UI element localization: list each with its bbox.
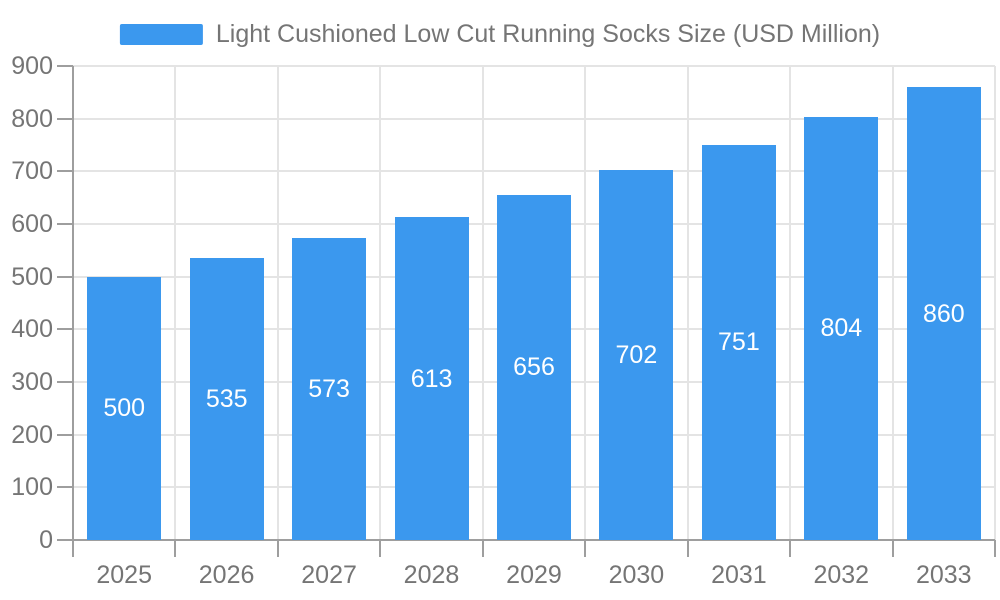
x-gridline (686, 66, 689, 540)
legend-label: Light Cushioned Low Cut Running Socks Si… (215, 20, 881, 48)
x-axis-tick (994, 540, 996, 557)
y-axis-label: 800 (11, 104, 53, 133)
x-gridline (994, 66, 996, 540)
x-axis-tick (584, 540, 587, 557)
x-gridline (891, 66, 894, 540)
x-axis-line (57, 539, 995, 541)
chart-legend[interactable]: Light Cushioned Low Cut Running Socks Si… (119, 20, 881, 49)
bar-2030[interactable]: 702 (599, 170, 674, 540)
bar-value-label: 804 (820, 314, 863, 343)
y-gridline (73, 117, 995, 120)
y-axis-label: 0 (39, 526, 53, 554)
bar-value-label: 500 (103, 394, 146, 423)
x-axis-label-2029: 2029 (506, 561, 562, 589)
bar-2033[interactable]: 860 (906, 87, 981, 540)
y-axis-tick (57, 486, 73, 489)
x-axis-tick (891, 540, 894, 557)
bar-2027[interactable]: 573 (292, 238, 367, 540)
y-axis-label: 300 (11, 368, 53, 396)
y-axis-label: 400 (11, 315, 53, 344)
x-axis-tick (72, 540, 74, 557)
y-axis-tick (57, 117, 73, 120)
y-axis-line (72, 66, 74, 540)
x-axis-label-2025: 2025 (96, 561, 152, 589)
x-gridline (789, 66, 792, 540)
y-axis-tick (57, 170, 73, 173)
y-axis-label: 200 (11, 420, 53, 449)
y-axis-label: 600 (11, 210, 53, 238)
bar-2026[interactable]: 535 (189, 258, 264, 540)
bar-value-label: 702 (615, 341, 658, 370)
x-axis-label-2026: 2026 (198, 561, 255, 589)
legend-swatch (119, 24, 203, 45)
bar-2031[interactable]: 751 (701, 144, 776, 540)
x-gridline (481, 66, 484, 540)
x-axis-label-2032: 2032 (813, 561, 870, 589)
bar-value-label: 535 (205, 385, 248, 414)
y-axis-tick (57, 328, 73, 331)
y-axis-tick (57, 223, 73, 225)
bar-2025[interactable]: 500 (87, 276, 162, 540)
y-axis-label: 900 (11, 52, 53, 80)
x-gridline (379, 66, 382, 540)
x-axis-label-2030: 2030 (608, 561, 665, 589)
x-gridline (174, 66, 177, 540)
y-gridline (73, 170, 995, 173)
bar-2032[interactable]: 804 (804, 116, 879, 540)
x-axis-label-2033: 2033 (915, 561, 972, 589)
bar-2029[interactable]: 656 (497, 194, 571, 540)
y-axis-label: 500 (11, 262, 53, 291)
x-axis-tick (481, 540, 484, 557)
x-axis-label-2031: 2031 (711, 561, 767, 589)
bar-2028[interactable]: 613 (394, 217, 469, 540)
x-axis-label-2028: 2028 (403, 561, 460, 589)
x-gridline (276, 66, 279, 540)
x-axis-tick (379, 540, 382, 557)
x-axis-tick (174, 540, 177, 557)
y-axis-tick (57, 433, 73, 436)
bar-value-label: 860 (922, 299, 965, 328)
y-axis-label: 700 (11, 157, 53, 186)
y-axis-tick (57, 275, 73, 278)
y-axis-tick (57, 381, 73, 383)
x-axis-tick (789, 540, 792, 557)
bar-value-label: 573 (308, 375, 350, 404)
y-axis-label: 100 (11, 473, 53, 502)
x-axis-tick (686, 540, 689, 557)
bar-value-label: 613 (410, 364, 453, 393)
x-axis-tick (276, 540, 279, 557)
bar-value-label: 656 (513, 353, 555, 382)
x-gridline (584, 66, 587, 540)
x-axis-label-2027: 2027 (301, 561, 357, 589)
bar-value-label: 751 (718, 328, 760, 357)
y-axis-tick (57, 65, 73, 67)
y-gridline (73, 65, 995, 67)
